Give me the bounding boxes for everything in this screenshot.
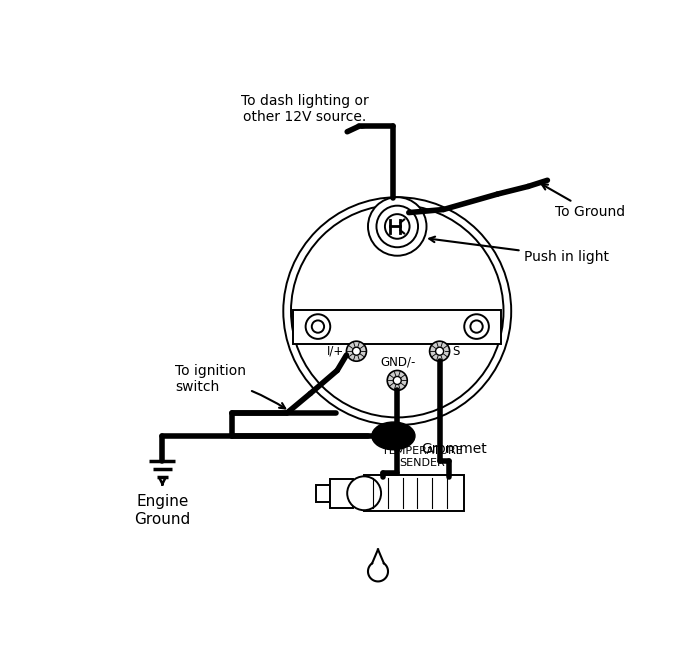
Circle shape — [393, 377, 401, 385]
Text: To ignition
switch: To ignition switch — [176, 363, 285, 408]
Text: Grommet: Grommet — [421, 442, 487, 456]
Circle shape — [346, 341, 367, 361]
Bar — [330, 479, 354, 508]
Text: Engine
Ground: Engine Ground — [134, 494, 190, 527]
Bar — [364, 475, 464, 512]
Text: S: S — [452, 345, 459, 357]
Circle shape — [347, 476, 381, 510]
Ellipse shape — [372, 422, 415, 450]
Circle shape — [306, 314, 330, 339]
Circle shape — [430, 341, 449, 361]
Text: I/+: I/+ — [327, 345, 344, 357]
Circle shape — [368, 197, 426, 256]
Text: To Ground: To Ground — [542, 184, 625, 219]
Text: Push in light: Push in light — [429, 236, 609, 264]
Text: To dash lighting or
other 12V source.: To dash lighting or other 12V source. — [241, 94, 369, 128]
Bar — [316, 485, 330, 502]
Text: GND/-: GND/- — [380, 356, 416, 369]
Circle shape — [387, 371, 407, 391]
Circle shape — [435, 347, 444, 355]
Circle shape — [464, 314, 489, 339]
Circle shape — [377, 206, 418, 247]
Text: TEMPERATURE
SENDER: TEMPERATURE SENDER — [382, 446, 462, 468]
Circle shape — [385, 214, 410, 238]
Bar — [293, 310, 501, 343]
Circle shape — [352, 347, 361, 355]
